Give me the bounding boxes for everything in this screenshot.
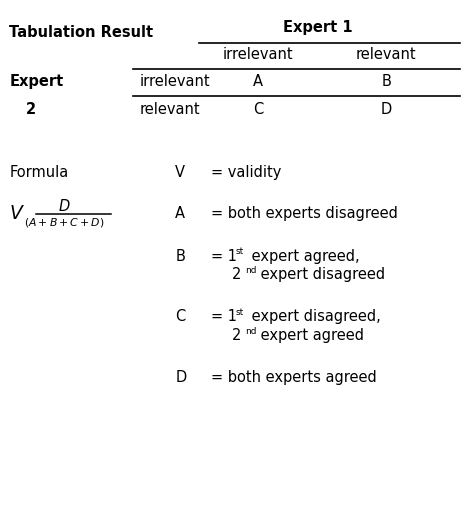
Text: $\mathbf{\mathit{D}}$: $\mathbf{\mathit{D}}$ [58, 198, 70, 214]
Text: Tabulation Result: Tabulation Result [9, 25, 154, 41]
Text: C: C [175, 309, 186, 324]
Text: 2: 2 [232, 328, 242, 343]
Text: st: st [236, 308, 244, 317]
Text: B: B [382, 74, 391, 89]
Text: nd: nd [245, 327, 256, 336]
Text: 2: 2 [232, 267, 242, 282]
Text: Formula: Formula [9, 165, 69, 180]
Text: B: B [175, 248, 185, 264]
Text: A: A [175, 206, 185, 222]
Text: = both experts agreed: = both experts agreed [211, 370, 377, 385]
Text: Expert 1: Expert 1 [283, 20, 352, 35]
Text: = both experts disagreed: = both experts disagreed [211, 206, 398, 222]
Text: D: D [381, 101, 392, 117]
Text: expert disagreed: expert disagreed [256, 267, 385, 282]
Text: = validity: = validity [211, 165, 281, 180]
Text: = 1: = 1 [211, 309, 237, 324]
Text: 2: 2 [26, 101, 36, 117]
Text: nd: nd [245, 266, 256, 275]
Text: irrelevant: irrelevant [223, 47, 293, 62]
Text: st: st [236, 247, 244, 256]
Text: A: A [253, 74, 264, 89]
Text: V: V [175, 165, 185, 180]
Text: expert disagreed,: expert disagreed, [247, 309, 381, 324]
Text: irrelevant: irrelevant [140, 74, 210, 89]
Text: relevant: relevant [356, 47, 417, 62]
Text: expert agreed,: expert agreed, [247, 248, 360, 264]
Text: $\mathbf{\mathit{V}}$: $\mathbf{\mathit{V}}$ [9, 204, 26, 224]
Text: D: D [175, 370, 187, 385]
Text: = 1: = 1 [211, 248, 237, 264]
Text: relevant: relevant [140, 101, 201, 117]
Text: C: C [253, 101, 264, 117]
Text: Expert: Expert [9, 74, 64, 89]
Text: expert agreed: expert agreed [256, 328, 364, 343]
Text: $\mathbf{\mathit{(A+B+C+D)}}$: $\mathbf{\mathit{(A+B+C+D)}}$ [24, 215, 104, 229]
